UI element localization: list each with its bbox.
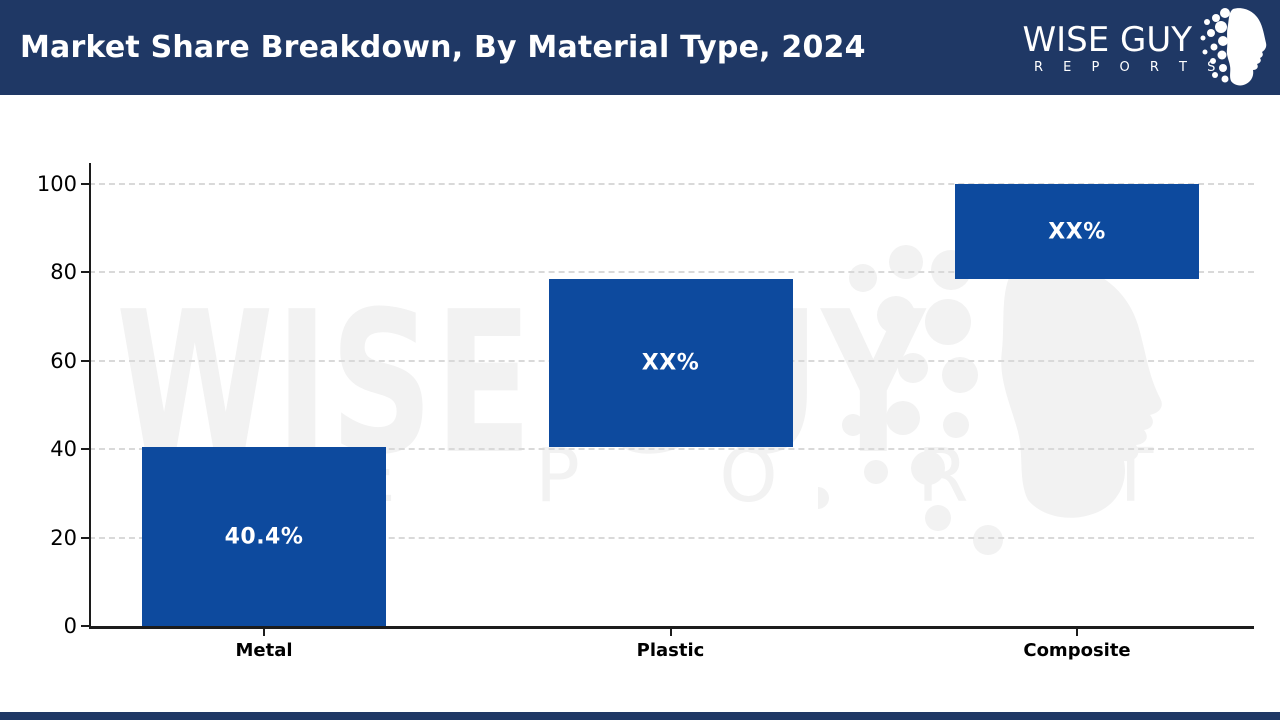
logo-wordmark: WISE GUY: [1022, 20, 1192, 60]
y-tick-label-80: 80: [50, 260, 77, 285]
chart-canvas: WISE GUY R E P O R T S 0 20 40 60 80 100 40.4%…: [0, 95, 1280, 712]
bar-metal: 40.4%: [142, 447, 386, 626]
x-tick-label-metal: Metal: [235, 640, 293, 661]
gridline-20: [89, 536, 1254, 539]
y-tick-20: [81, 536, 89, 539]
gridline-40: [89, 448, 1254, 451]
x-tick-label-composite: Composite: [1023, 640, 1131, 661]
y-tick-label-0: 0: [63, 614, 77, 638]
y-axis-line: [89, 163, 91, 628]
dotted-head-icon: [1200, 8, 1267, 86]
wiseguy-logo: WISE GUY R E P O R T S: [1020, 0, 1270, 95]
y-tick-40: [81, 448, 89, 451]
footer-band: [0, 712, 1280, 720]
x-tick-label-plastic: Plastic: [636, 640, 705, 661]
x-tick-plastic: [669, 628, 672, 636]
bar-value-label-metal: 40.4%: [224, 524, 304, 550]
y-tick-label-20: 20: [50, 525, 77, 550]
bar-value-label-plastic: XX%: [641, 350, 700, 376]
bar-value-label-composite: XX%: [1048, 219, 1106, 245]
y-tick-0: [81, 625, 89, 627]
y-tick-label-60: 60: [50, 348, 77, 373]
gridline-100: [89, 183, 1254, 185]
bar-plastic: XX%: [548, 279, 793, 448]
y-tick-label-100: 100: [36, 172, 77, 196]
watermark-head-icon: [818, 245, 1162, 555]
page-title: Market Share Breakdown, By Material Type…: [20, 30, 866, 65]
y-tick-label-40: 40: [50, 437, 77, 462]
y-tick-100: [81, 183, 89, 185]
logo-subtext: R E P O R T S: [1034, 60, 1224, 75]
bar-composite: XX%: [955, 184, 1199, 280]
header-band: Market Share Breakdown, By Material Type…: [0, 0, 1280, 95]
x-axis-line: [89, 626, 1254, 629]
gridline-80: [89, 271, 1254, 274]
y-tick-60: [81, 359, 89, 362]
y-tick-80: [81, 271, 89, 274]
x-tick-composite: [1076, 628, 1078, 636]
x-tick-metal: [263, 628, 265, 636]
